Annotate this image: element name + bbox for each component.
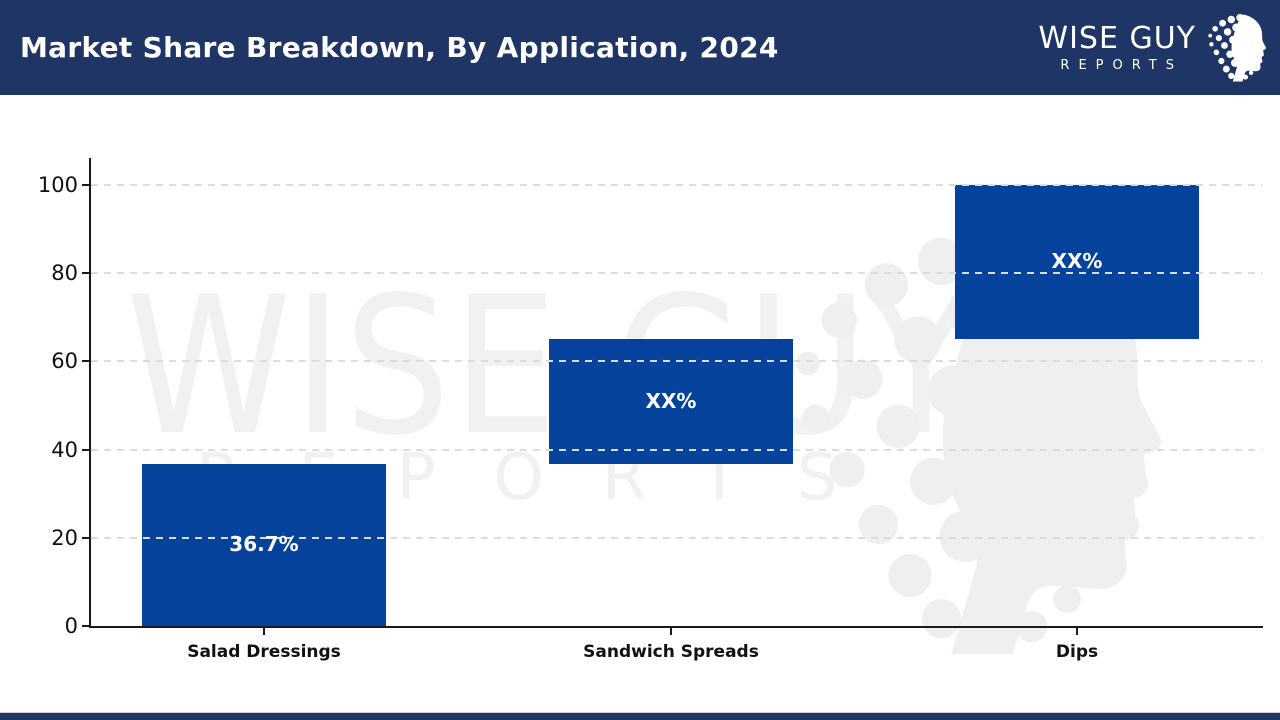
y-tick-label: 80 — [51, 261, 78, 286]
y-tick-label: 40 — [51, 437, 78, 462]
y-axis-line — [89, 158, 91, 628]
page-title: Market Share Breakdown, By Application, … — [20, 31, 779, 64]
bar-value-label: XX% — [1051, 249, 1103, 274]
grid-line — [91, 272, 1262, 275]
bottom-border-line — [0, 712, 1280, 713]
grid-line — [91, 448, 1262, 451]
x-tick — [263, 628, 265, 635]
y-tick — [82, 448, 90, 451]
logo-text: WISE GUY REPORTS — [1038, 20, 1196, 73]
wiseguy-logo: WISE GUY REPORTS — [1038, 10, 1266, 86]
bar — [142, 464, 386, 626]
footer-bar — [0, 713, 1280, 720]
watermark-wordmark: WISE GUY — [126, 256, 974, 477]
y-tick — [82, 360, 90, 363]
bar — [955, 185, 1199, 340]
y-tick-label: 100 — [37, 173, 78, 197]
x-tick — [670, 628, 672, 635]
logo-wordmark: WISE GUY — [1038, 20, 1196, 56]
bar-value-label: XX% — [645, 388, 697, 413]
header: Market Share Breakdown, By Application, … — [0, 0, 1280, 95]
logo-subtext: REPORTS — [1060, 57, 1184, 73]
x-category-label: Salad Dressings — [187, 642, 341, 662]
grid-line — [91, 536, 1262, 539]
x-axis-line — [89, 626, 1263, 628]
y-tick-label: 0 — [64, 614, 78, 638]
grid-line — [91, 360, 1262, 363]
y-tick-label: 20 — [51, 525, 78, 550]
y-tick — [82, 625, 90, 627]
grid-line — [91, 184, 1262, 186]
y-tick — [82, 272, 90, 275]
logo-head-icon — [1204, 10, 1266, 86]
y-tick — [82, 536, 90, 539]
y-tick-label: 60 — [51, 349, 78, 374]
bar — [549, 339, 793, 465]
x-category-label: Dips — [1055, 642, 1099, 662]
x-tick — [1076, 628, 1078, 635]
x-category-label: Sandwich Spreads — [583, 642, 759, 662]
y-tick — [82, 184, 90, 186]
bar-value-label: 36.7% — [229, 532, 299, 557]
